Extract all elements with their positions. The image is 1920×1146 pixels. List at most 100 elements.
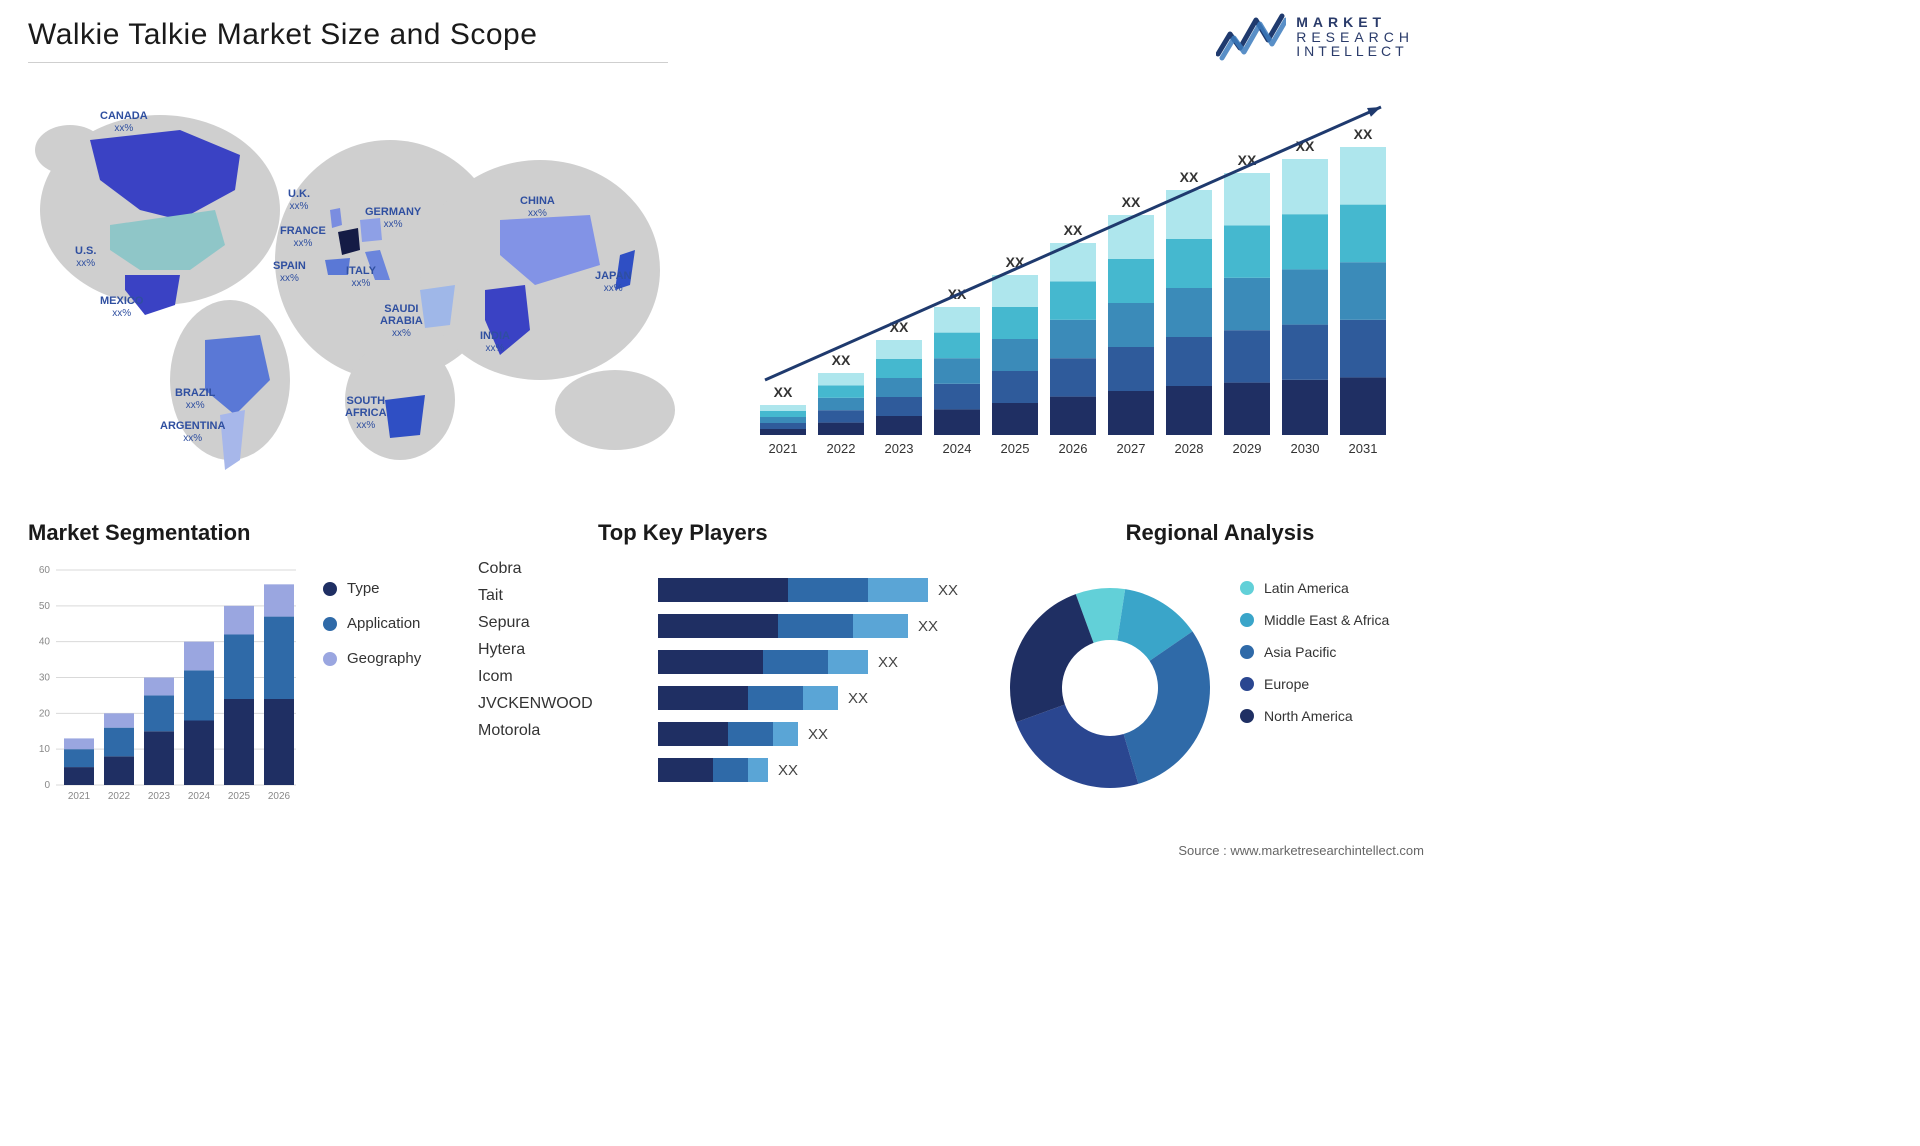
legend-label: Middle East & Africa <box>1264 612 1389 628</box>
page-title: Walkie Talkie Market Size and Scope <box>28 18 537 52</box>
growth-bar-seg <box>1050 281 1096 319</box>
growth-bar-year: 2026 <box>1059 441 1088 456</box>
logo-line-3: INTELLECT <box>1296 44 1414 59</box>
seg-xtick: 2022 <box>108 791 131 802</box>
seg-legend-item: Type <box>323 580 421 597</box>
growth-bar-seg <box>1282 269 1328 324</box>
seg-bar-seg <box>264 699 294 785</box>
seg-bar-seg <box>184 721 214 786</box>
growth-bar-seg <box>1166 337 1212 386</box>
player-bar-seg <box>788 578 868 602</box>
growth-bar-seg <box>1224 225 1270 277</box>
seg-bar-seg <box>144 678 174 696</box>
player-bar-seg <box>748 686 803 710</box>
growth-bar-seg <box>1108 215 1154 259</box>
regional-legend-item: Europe <box>1240 676 1389 692</box>
seg-bar-seg <box>104 728 134 757</box>
seg-xtick: 2025 <box>228 791 251 802</box>
player-bar-seg <box>658 650 763 674</box>
growth-bar-seg <box>1166 190 1212 239</box>
seg-ytick: 10 <box>39 744 51 755</box>
growth-bar-seg <box>1282 325 1328 380</box>
growth-bar-year: 2027 <box>1117 441 1146 456</box>
growth-bar-value: XX <box>1354 126 1373 142</box>
player-bar-seg <box>763 650 828 674</box>
growth-bar-seg <box>1224 278 1270 330</box>
map-region-saudi <box>420 285 455 328</box>
player-name: Sepura <box>478 614 618 632</box>
logo-mark-icon <box>1216 12 1286 62</box>
growth-bar-seg <box>818 385 864 397</box>
player-name: JVCKENWOOD <box>478 695 618 713</box>
player-bar-row: XX <box>658 722 988 746</box>
legend-label: Europe <box>1264 676 1309 692</box>
growth-bar-seg <box>1340 377 1386 435</box>
player-bar-value: XX <box>878 654 898 671</box>
regional-legend-item: Latin America <box>1240 580 1389 596</box>
growth-bar-seg <box>934 307 980 333</box>
map-label-south-africa: SOUTHAFRICAxx% <box>345 395 387 431</box>
growth-bar-seg <box>1340 147 1386 205</box>
player-bar-row: XX <box>658 578 988 602</box>
legend-dot-icon <box>323 582 337 596</box>
donut-slice <box>1010 594 1094 722</box>
map-label-india: INDIAxx% <box>480 330 510 354</box>
growth-bar-seg <box>992 339 1038 371</box>
legend-label: Latin America <box>1264 580 1349 596</box>
growth-bar-value: XX <box>1122 194 1141 210</box>
growth-bar-seg <box>818 398 864 410</box>
seg-bar-seg <box>104 756 134 785</box>
seg-legend-item: Application <box>323 615 421 632</box>
growth-bar-year: 2029 <box>1233 441 1262 456</box>
growth-bar-year: 2025 <box>1001 441 1030 456</box>
map-region-uk <box>330 208 342 228</box>
player-bar-seg <box>658 686 748 710</box>
growth-bar-seg <box>1050 358 1096 396</box>
growth-bar-value: XX <box>774 384 793 400</box>
growth-chart-svg: XX2021XX2022XX2023XX2024XX2025XX2026XX20… <box>740 90 1420 470</box>
growth-bar-seg <box>934 384 980 410</box>
segmentation-chart-svg: 0102030405060202120222023202420252026 <box>28 560 308 820</box>
seg-bar-seg <box>264 617 294 699</box>
growth-bar-year: 2024 <box>943 441 972 456</box>
map-label-china: CHINAxx% <box>520 195 555 219</box>
growth-bar-year: 2023 <box>885 441 914 456</box>
seg-bar-seg <box>64 749 94 767</box>
world-map: CANADAxx%U.S.xx%MEXICOxx%BRAZILxx%ARGENT… <box>30 80 710 475</box>
top-key-players: Top Key Players CobraTaitSepuraHyteraIco… <box>478 520 988 830</box>
player-name: Tait <box>478 587 618 605</box>
growth-bar-seg <box>1108 347 1154 391</box>
logo-line-2: RESEARCH <box>1296 30 1414 45</box>
growth-bar-seg <box>1050 243 1096 281</box>
growth-bar-seg <box>1282 159 1328 214</box>
growth-bar-seg <box>1224 383 1270 435</box>
growth-bar-seg <box>992 307 1038 339</box>
legend-label: Asia Pacific <box>1264 644 1336 660</box>
growth-bar-seg <box>992 403 1038 435</box>
growth-bar-year: 2022 <box>827 441 856 456</box>
player-bar <box>658 650 868 674</box>
growth-bar-seg <box>1108 303 1154 347</box>
players-name-list: CobraTaitSepuraHyteraIcomJVCKENWOODMotor… <box>478 560 618 740</box>
map-label-spain: SPAINxx% <box>273 260 306 284</box>
growth-bar-seg <box>760 405 806 411</box>
player-bar-seg <box>828 650 868 674</box>
growth-bar-seg <box>1224 173 1270 225</box>
regional-legend-item: Middle East & Africa <box>1240 612 1389 628</box>
map-label-germany: GERMANYxx% <box>365 206 421 230</box>
player-bar-row: XX <box>658 686 988 710</box>
players-title: Top Key Players <box>598 520 988 546</box>
growth-bar-seg <box>1166 386 1212 435</box>
legend-label: Geography <box>347 650 421 667</box>
map-label-argentina: ARGENTINAxx% <box>160 420 225 444</box>
seg-ytick: 50 <box>39 601 51 612</box>
player-bar-seg <box>778 614 853 638</box>
legend-dot-icon <box>1240 581 1254 595</box>
growth-bar-seg <box>876 416 922 435</box>
regional-legend-item: North America <box>1240 708 1389 724</box>
seg-bar-seg <box>144 695 174 731</box>
player-bar <box>658 614 908 638</box>
map-label-brazil: BRAZILxx% <box>175 387 215 411</box>
growth-chart: XX2021XX2022XX2023XX2024XX2025XX2026XX20… <box>740 90 1420 470</box>
regional-legend: Latin America Middle East & Africa Asia Pa… <box>1240 580 1389 724</box>
